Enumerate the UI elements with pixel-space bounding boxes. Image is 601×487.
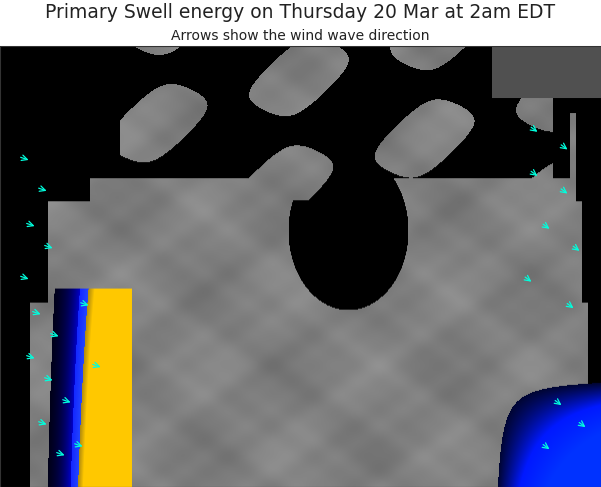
Text: Arrows show the wind wave direction: Arrows show the wind wave direction [171, 29, 430, 43]
Text: Primary Swell energy on Thursday 20 Mar at 2am EDT: Primary Swell energy on Thursday 20 Mar … [46, 3, 555, 22]
